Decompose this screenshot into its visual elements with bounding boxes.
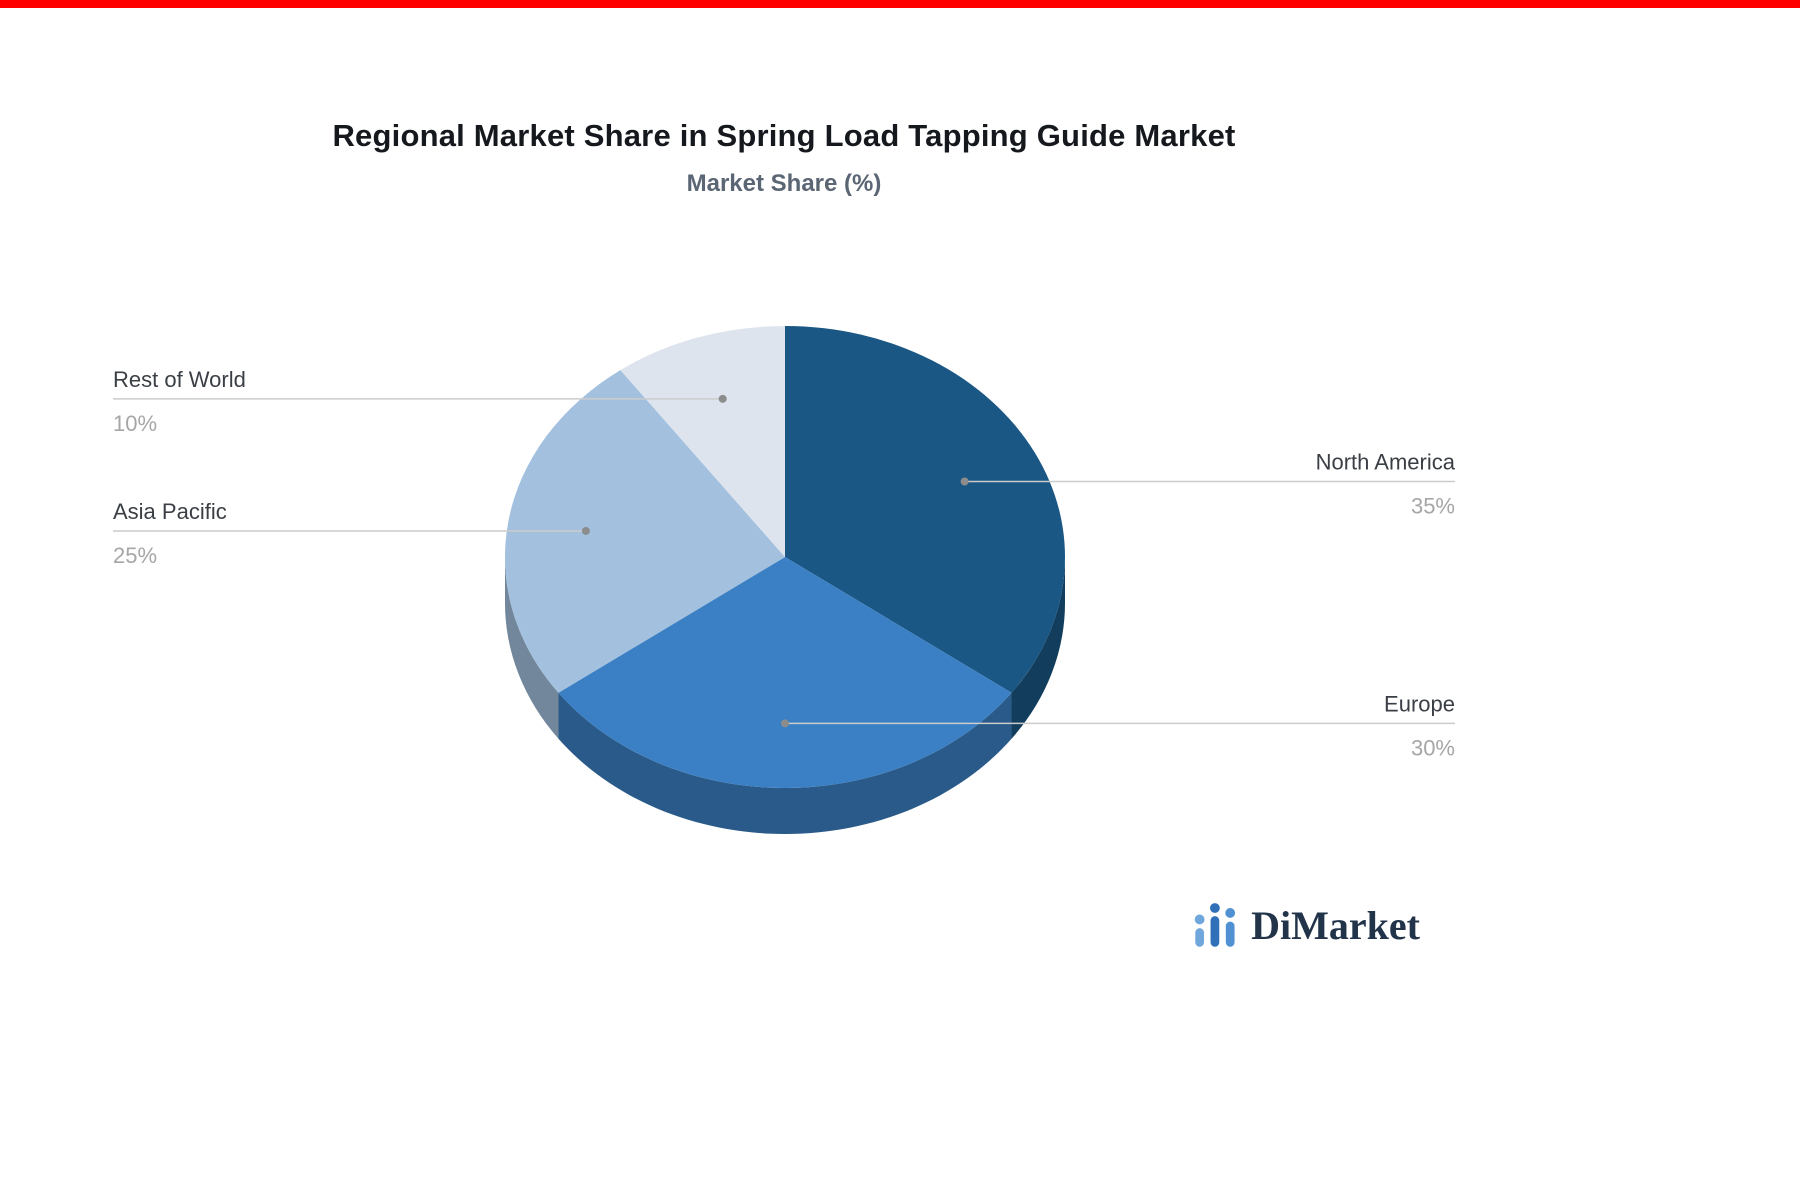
logo-text: DiMarket	[1251, 903, 1420, 948]
leader-dot-north-america	[960, 477, 969, 486]
pie-slice-europe-side	[558, 692, 1012, 834]
slice-label-asia-pacific: Asia Pacific	[113, 499, 227, 524]
slice-value-europe: 30%	[1411, 735, 1455, 760]
pie-slice-north-america-side	[1011, 557, 1065, 739]
chart-title: Regional Market Share in Spring Load Tap…	[332, 118, 1236, 153]
leader-dot-europe	[781, 719, 789, 728]
slice-label-rest-of-world: Rest of World	[113, 367, 246, 392]
dimarket-logo: DiMarket	[1193, 902, 1420, 950]
chart-subtitle: Market Share (%)	[686, 170, 882, 197]
pie-slice-asia-pacific-side	[505, 557, 559, 739]
slice-label-north-america: North America	[1316, 449, 1456, 474]
pie-slice-europe[interactable]	[558, 557, 1012, 788]
top-accent-bar	[0, 0, 1800, 8]
leader-dot-asia-pacific	[581, 526, 590, 535]
pie-slice-asia-pacific[interactable]	[505, 370, 785, 693]
pie-slice-north-america[interactable]	[785, 326, 1065, 693]
slice-label-europe: Europe	[1384, 691, 1455, 716]
slice-value-rest-of-world: 10%	[113, 411, 157, 436]
chart-header: Regional Market Share in Spring Load Tap…	[0, 118, 1568, 198]
bar-chart-icon	[1194, 903, 1236, 947]
slice-value-north-america: 35%	[1411, 493, 1455, 518]
slice-value-asia-pacific: 25%	[113, 543, 157, 568]
leader-dot-rest-of-world	[718, 394, 727, 403]
pie-slice-rest-of-world[interactable]	[620, 326, 785, 557]
